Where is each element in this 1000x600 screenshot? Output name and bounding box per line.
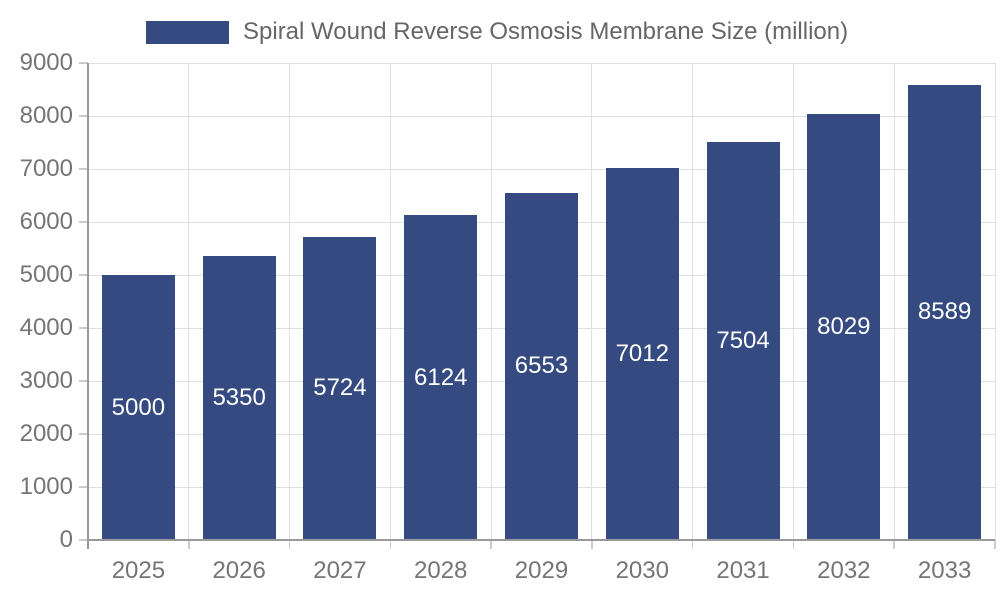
bar-value-label: 6124 (414, 363, 468, 391)
x-axis-line (87, 539, 995, 541)
x-tick (591, 540, 593, 549)
x-tick-label: 2031 (716, 557, 770, 584)
x-tick (893, 540, 895, 549)
x-tick-label: 2032 (817, 557, 871, 584)
h-gridline (88, 168, 995, 170)
bar[interactable]: 5350 (202, 256, 276, 540)
bar-value-label: 7012 (615, 340, 669, 368)
x-tick (792, 540, 795, 549)
x-tick-label: 2027 (313, 557, 367, 584)
y-tick (79, 539, 88, 541)
bar-value-label: 5000 (111, 393, 166, 421)
bar-value-label: 8029 (817, 313, 871, 341)
y-tick (79, 327, 88, 329)
x-tick-label: 2028 (414, 557, 468, 584)
bar-value-label: 7504 (716, 327, 770, 355)
v-gridline (289, 63, 291, 540)
y-tick (79, 115, 88, 117)
bar-value-label: 8589 (917, 298, 972, 326)
x-tick (691, 540, 694, 549)
y-tick-label: 5000 (19, 261, 73, 288)
y-tick (79, 274, 88, 276)
y-tick-label: 1000 (19, 473, 73, 500)
bar[interactable]: 6124 (404, 215, 478, 540)
x-tick (188, 540, 190, 549)
y-tick-label: 4000 (19, 314, 73, 341)
v-gridline (893, 63, 895, 540)
x-tick (288, 540, 291, 549)
bar-value-label: 6553 (514, 352, 569, 380)
y-tick-label: 3000 (19, 367, 73, 394)
legend-label: Spiral Wound Reverse Osmosis Membrane Si… (243, 18, 849, 45)
x-tick-label: 2025 (111, 557, 166, 584)
x-tick (389, 540, 392, 549)
y-tick-label: 2000 (19, 420, 73, 447)
v-gridline (692, 63, 694, 540)
y-tick (79, 221, 88, 223)
legend-item[interactable]: Spiral Wound Reverse Osmosis Membrane Si… (146, 18, 848, 46)
y-tick (79, 168, 88, 170)
bar[interactable]: 8589 (908, 84, 982, 540)
x-tick-label: 2033 (917, 557, 972, 584)
y-axis-line (87, 63, 89, 549)
v-gridline (188, 63, 190, 540)
legend-swatch (146, 20, 229, 44)
bar-value-label: 5724 (313, 374, 367, 402)
x-tick (490, 540, 492, 549)
bar[interactable]: 8029 (807, 114, 881, 540)
bar-value-label: 5350 (212, 384, 266, 412)
h-gridline (88, 62, 995, 64)
bar[interactable]: 5000 (101, 275, 175, 540)
bar[interactable]: 7504 (706, 142, 780, 540)
bar[interactable]: 6553 (505, 192, 578, 540)
x-tick-label: 2030 (615, 557, 669, 584)
y-tick-label: 7000 (19, 155, 73, 182)
v-gridline (490, 63, 492, 540)
bar[interactable]: 7012 (605, 168, 679, 540)
v-gridline (994, 63, 996, 540)
y-tick (79, 380, 88, 382)
x-tick (994, 540, 996, 549)
v-gridline (792, 63, 794, 540)
v-gridline (591, 63, 593, 540)
y-tick (79, 486, 88, 488)
y-tick (79, 62, 88, 64)
y-tick-label: 6000 (19, 208, 73, 235)
y-tick-label: 0 (59, 526, 73, 553)
y-tick-label: 8000 (19, 102, 73, 129)
x-tick-label: 2029 (514, 557, 569, 584)
v-gridline (389, 63, 391, 540)
bar[interactable]: 5724 (303, 236, 377, 540)
x-tick-label: 2026 (212, 557, 266, 584)
h-gridline (88, 115, 995, 117)
y-tick-label: 9000 (19, 49, 73, 76)
y-tick (79, 433, 88, 435)
